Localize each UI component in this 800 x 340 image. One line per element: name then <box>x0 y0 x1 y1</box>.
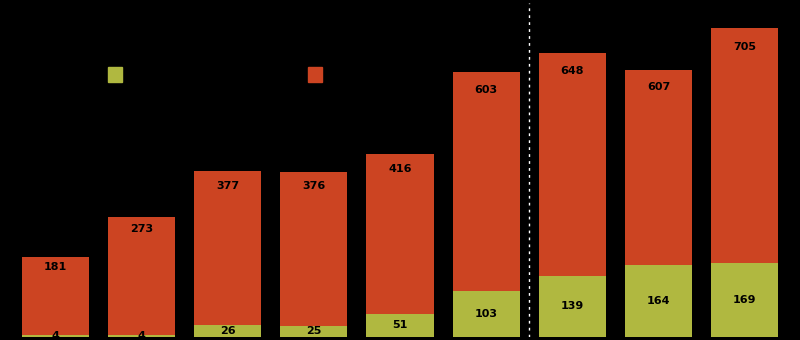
Text: 607: 607 <box>647 82 670 92</box>
Bar <box>366 154 434 314</box>
Text: 648: 648 <box>561 66 584 76</box>
Bar <box>625 265 692 337</box>
Bar <box>194 325 262 337</box>
Text: 139: 139 <box>561 301 584 311</box>
Bar <box>366 314 434 337</box>
Text: 377: 377 <box>216 181 239 190</box>
Text: 416: 416 <box>388 164 412 174</box>
Bar <box>108 335 175 337</box>
Text: 181: 181 <box>44 262 67 272</box>
Bar <box>453 72 520 291</box>
Text: 26: 26 <box>220 326 235 336</box>
Bar <box>538 52 606 276</box>
Bar <box>108 217 175 335</box>
Bar <box>711 262 778 337</box>
Text: 603: 603 <box>474 85 498 96</box>
Text: 169: 169 <box>733 294 756 305</box>
Bar <box>22 335 89 337</box>
Text: 4: 4 <box>51 331 59 340</box>
Text: 51: 51 <box>392 320 408 330</box>
Bar <box>280 172 347 326</box>
Bar <box>538 276 606 337</box>
Text: 273: 273 <box>130 224 153 234</box>
Bar <box>453 291 520 337</box>
Bar <box>280 326 347 337</box>
Bar <box>22 257 89 335</box>
Text: 164: 164 <box>646 296 670 306</box>
Text: 103: 103 <box>474 309 498 319</box>
Text: 376: 376 <box>302 181 326 191</box>
Bar <box>625 70 692 265</box>
Bar <box>194 171 262 325</box>
Text: 4: 4 <box>138 331 146 340</box>
Bar <box>711 28 778 262</box>
Text: 705: 705 <box>733 41 756 52</box>
Text: 25: 25 <box>306 326 322 336</box>
